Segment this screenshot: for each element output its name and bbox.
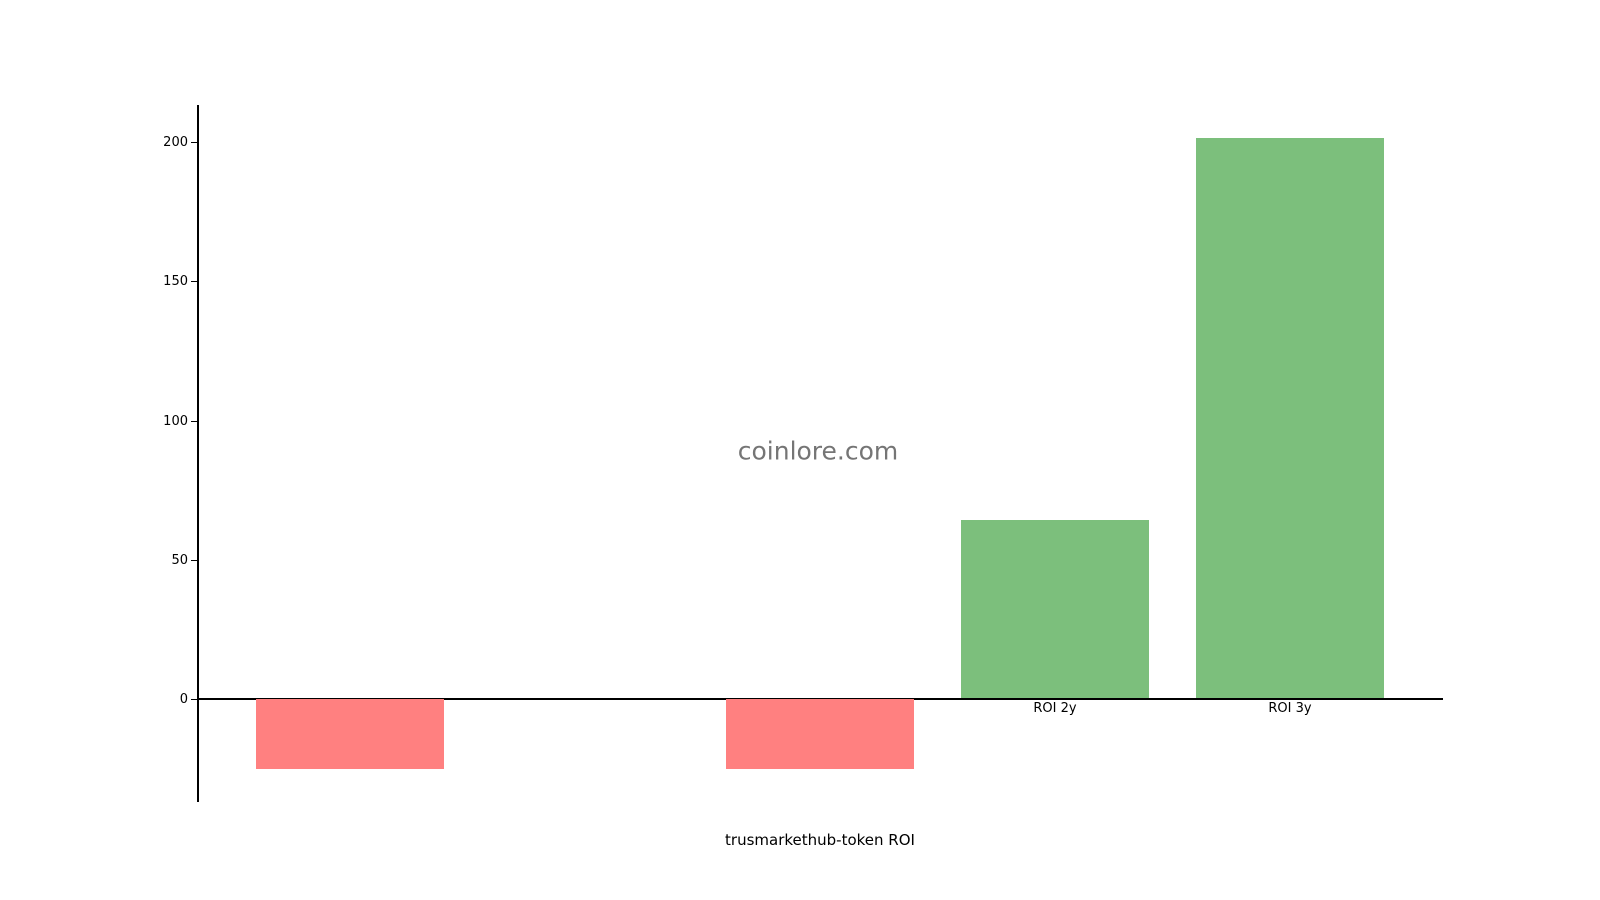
watermark-text: coinlore.com xyxy=(737,436,899,466)
y-tick-mark xyxy=(191,421,197,422)
y-tick-label: 50 xyxy=(171,553,188,568)
y-tick-mark xyxy=(191,281,197,282)
bar-roi-2y xyxy=(961,519,1149,698)
y-tick-label: 200 xyxy=(163,135,188,150)
chart-xlabel: trusmarkethub-token ROI xyxy=(725,831,915,849)
x-tick-label: ROI 3y xyxy=(1268,701,1312,716)
y-axis-line xyxy=(197,105,199,802)
y-tick-label: 0 xyxy=(179,692,188,707)
y-tick-mark xyxy=(191,142,197,143)
y-tick-label: 150 xyxy=(163,274,188,289)
bar-roi-3y xyxy=(1196,138,1384,698)
y-tick-label: 100 xyxy=(163,414,188,429)
bar-0 xyxy=(256,699,444,769)
x-axis-line xyxy=(197,698,1443,700)
bar-2 xyxy=(726,699,914,769)
y-tick-mark xyxy=(191,699,197,700)
x-tick-label: ROI 2y xyxy=(1033,701,1077,716)
y-tick-mark xyxy=(191,560,197,561)
